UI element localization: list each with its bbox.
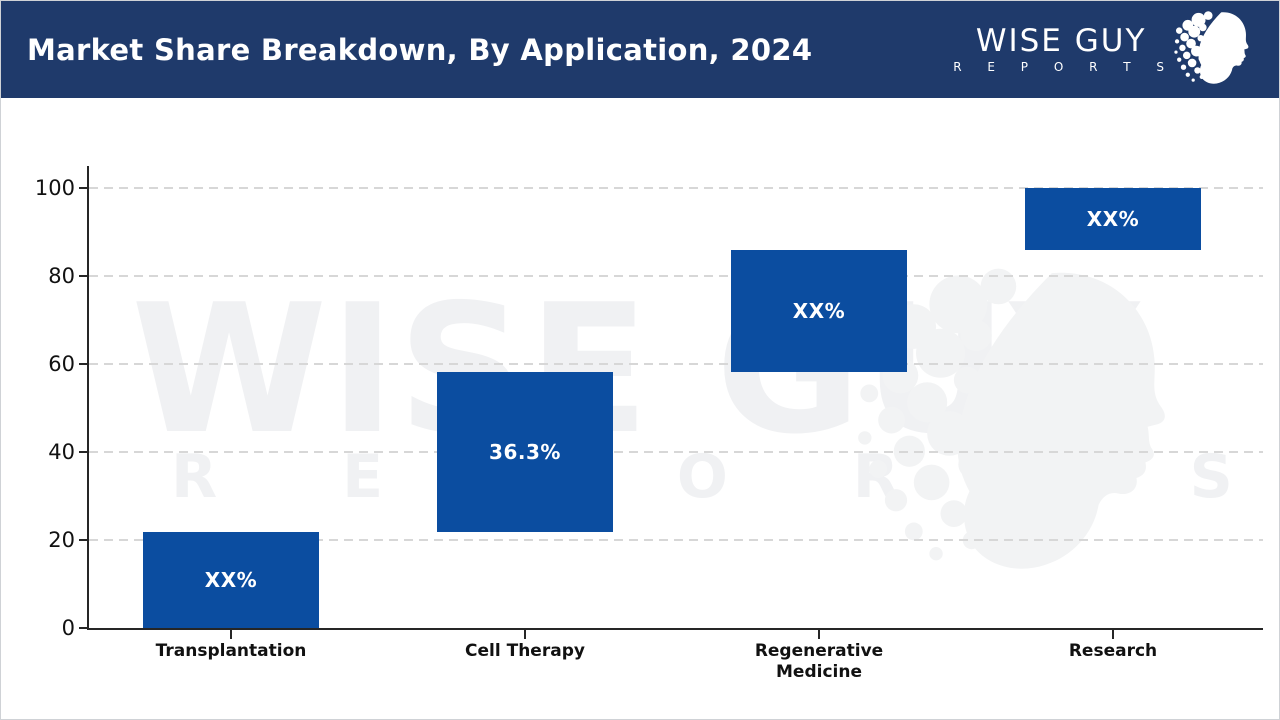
page-title: Market Share Breakdown, By Application, … bbox=[27, 32, 813, 67]
bar-value-label: XX% bbox=[792, 299, 846, 324]
gridline bbox=[89, 451, 1263, 453]
logo-wordmark-line2: R E P O R T S bbox=[953, 60, 1175, 74]
x-tick-label: Cell Therapy bbox=[465, 641, 585, 661]
bar-value-label: XX% bbox=[1086, 207, 1140, 232]
bar-value-label: XX% bbox=[204, 568, 258, 593]
x-tick-mark bbox=[1112, 630, 1114, 639]
y-tick-mark bbox=[79, 187, 87, 189]
logo-wordmark: WISE GUY R E P O R T S bbox=[947, 23, 1175, 74]
logo-wordmark-line1: WISE GUY bbox=[975, 23, 1147, 59]
gridline bbox=[89, 187, 1263, 189]
y-tick-mark bbox=[79, 275, 87, 277]
x-tick-mark bbox=[230, 630, 232, 639]
x-tick-label: Research bbox=[1068, 641, 1158, 661]
y-tick-label: 20 bbox=[48, 528, 75, 552]
gridline bbox=[89, 275, 1263, 277]
x-tick-label: Transplantation bbox=[155, 641, 307, 661]
bar-value-label: 36.3% bbox=[489, 440, 561, 465]
y-tick-label: 60 bbox=[48, 352, 75, 376]
y-tick-label: 40 bbox=[48, 440, 75, 464]
y-tick-mark bbox=[79, 627, 87, 629]
wise-guy-logo: WISE GUY R E P O R T S bbox=[947, 7, 1253, 93]
gridline bbox=[89, 363, 1263, 365]
y-tick-mark bbox=[79, 539, 87, 541]
y-tick-mark bbox=[79, 451, 87, 453]
bar: 36.3% bbox=[437, 372, 613, 533]
x-tick-label: Regenerative Medicine bbox=[754, 641, 884, 683]
y-tick-label: 80 bbox=[48, 264, 75, 288]
y-tick-mark bbox=[79, 363, 87, 365]
header: Market Share Breakdown, By Application, … bbox=[1, 1, 1279, 98]
y-axis-line bbox=[87, 166, 89, 630]
x-tick-mark bbox=[524, 630, 526, 639]
x-axis-line bbox=[87, 628, 1263, 630]
bar: XX% bbox=[1025, 188, 1201, 251]
bar: XX% bbox=[143, 532, 319, 628]
bar: XX% bbox=[731, 250, 907, 373]
y-tick-label: 100 bbox=[34, 176, 75, 200]
gridline bbox=[89, 539, 1263, 541]
y-tick-label: 0 bbox=[61, 616, 75, 640]
x-tick-mark bbox=[818, 630, 820, 639]
